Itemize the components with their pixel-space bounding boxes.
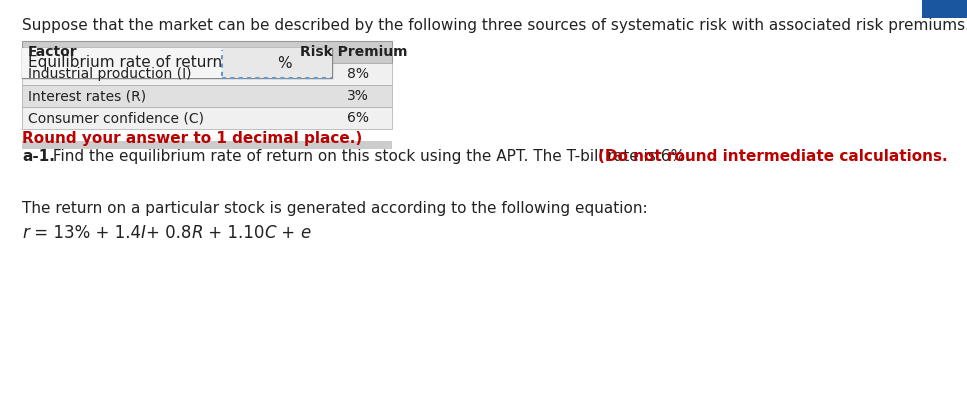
Text: + 1.10: + 1.10 bbox=[203, 224, 264, 242]
Text: The return on a particular stock is generated according to the following equatio: The return on a particular stock is gene… bbox=[22, 201, 648, 216]
Text: Consumer confidence (C): Consumer confidence (C) bbox=[28, 111, 204, 125]
Text: + 0.8: + 0.8 bbox=[146, 224, 191, 242]
Text: %: % bbox=[277, 55, 292, 70]
Text: Suppose that the market can be described by the following three sources of syste: Suppose that the market can be described… bbox=[22, 18, 967, 33]
Bar bbox=[922, 0, 967, 18]
Text: 3%: 3% bbox=[347, 89, 368, 103]
Text: C: C bbox=[264, 224, 276, 242]
Text: 6%: 6% bbox=[347, 111, 369, 125]
Bar bbox=[22, 48, 222, 78]
Text: e: e bbox=[300, 224, 310, 242]
Bar bbox=[22, 141, 392, 149]
Text: Risk Premium: Risk Premium bbox=[300, 45, 407, 59]
Bar bbox=[22, 41, 392, 63]
Text: Factor: Factor bbox=[28, 45, 77, 59]
Text: R: R bbox=[191, 224, 203, 242]
Bar bbox=[222, 48, 332, 78]
Text: I: I bbox=[141, 224, 146, 242]
Text: (Do not round intermediate calculations.: (Do not round intermediate calculations. bbox=[598, 149, 948, 164]
Text: r: r bbox=[22, 224, 29, 242]
Bar bbox=[22, 48, 332, 78]
Text: Interest rates (R): Interest rates (R) bbox=[28, 89, 146, 103]
Text: +: + bbox=[276, 224, 300, 242]
Bar bbox=[22, 107, 392, 129]
Text: Find the equilibrium rate of return on this stock using the APT. The T-bill rate: Find the equilibrium rate of return on t… bbox=[48, 149, 695, 164]
Text: 8%: 8% bbox=[347, 67, 369, 81]
Bar bbox=[22, 85, 392, 107]
Text: Industrial production (I): Industrial production (I) bbox=[28, 67, 191, 81]
Bar bbox=[22, 63, 392, 85]
Text: = 13% + 1.4: = 13% + 1.4 bbox=[29, 224, 141, 242]
Text: Round your answer to 1 decimal place.): Round your answer to 1 decimal place.) bbox=[22, 131, 363, 146]
Text: a-1.: a-1. bbox=[22, 149, 55, 164]
Text: Equilibrium rate of return: Equilibrium rate of return bbox=[28, 55, 222, 70]
